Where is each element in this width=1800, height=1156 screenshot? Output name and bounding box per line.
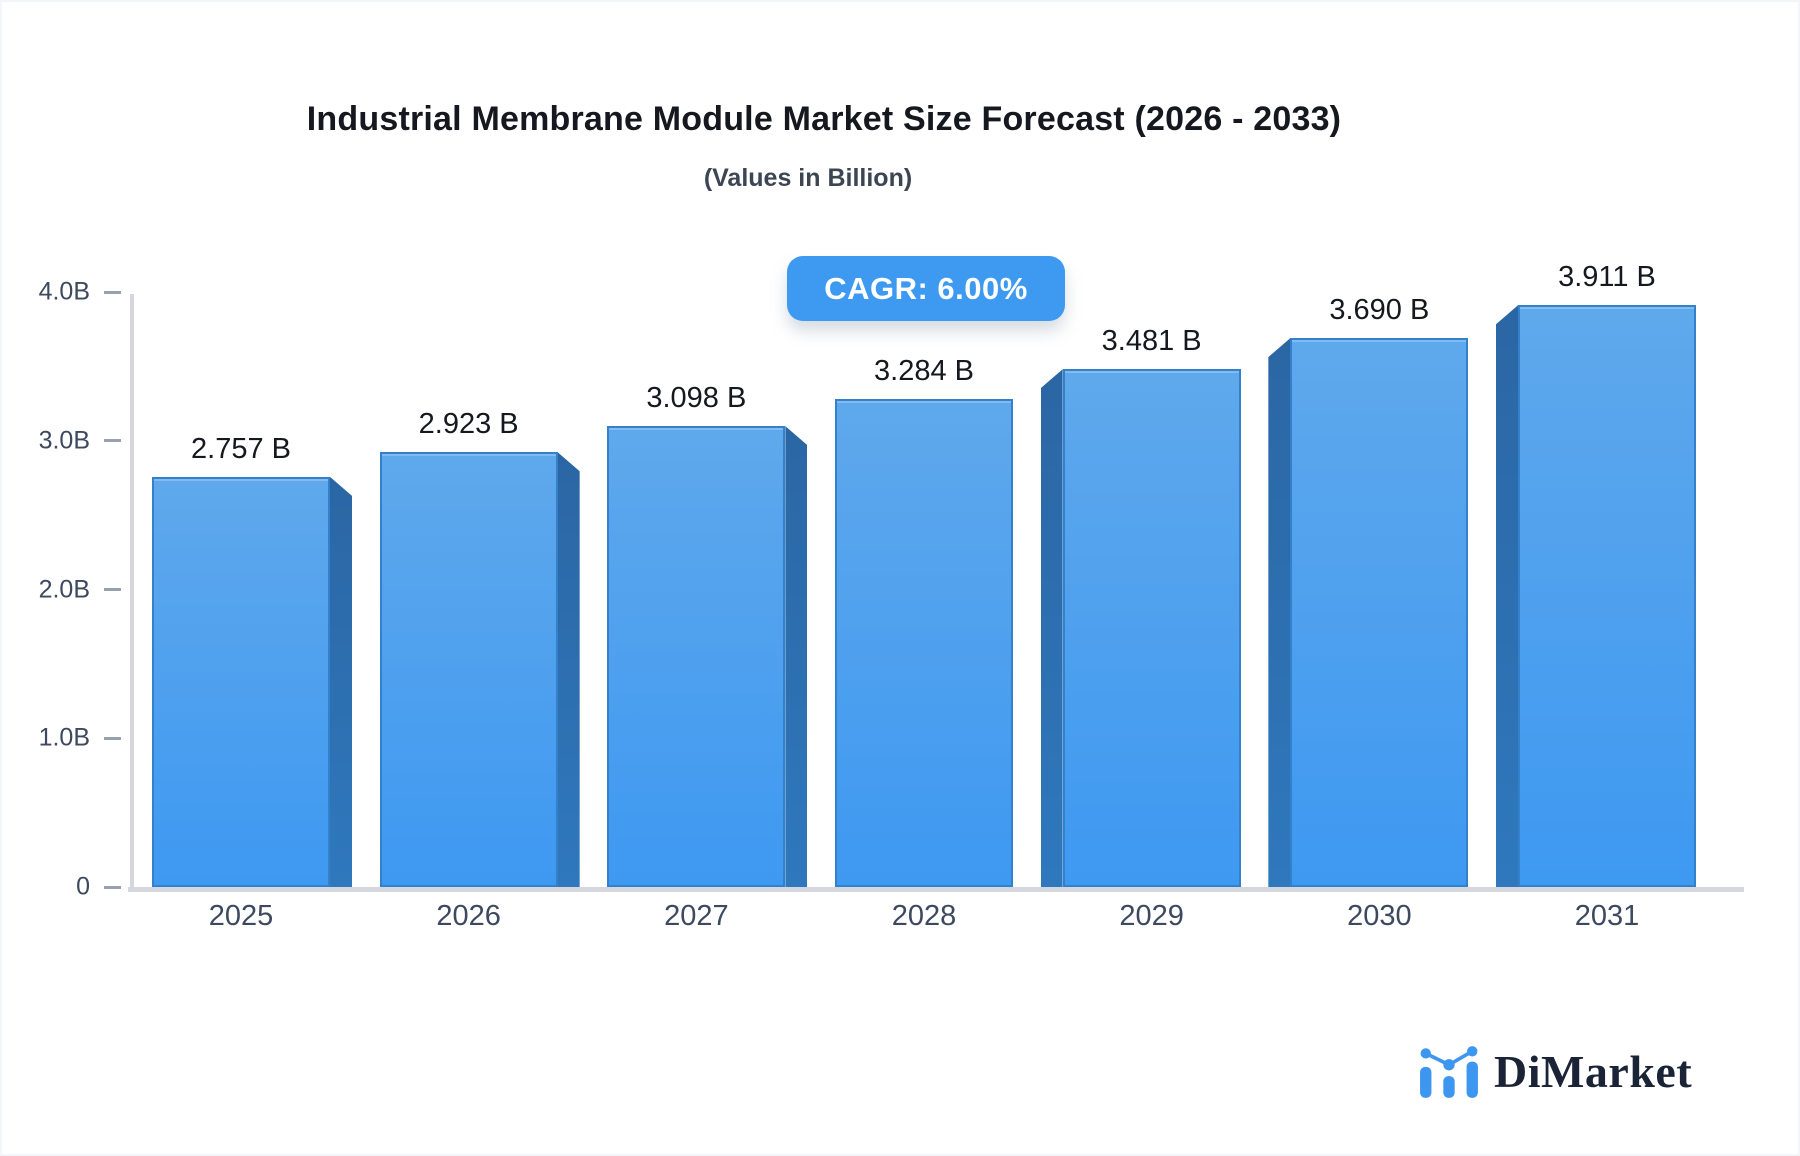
x-axis-baseline	[128, 887, 1744, 892]
bar-3d-side-2026	[557, 452, 580, 887]
y-tick-mark	[104, 439, 121, 443]
chart-subtitle: (Values in Billion)	[703, 164, 913, 192]
bar-value-label-2029: 3.481 B	[1101, 325, 1202, 358]
y-tick-label: 1.0B	[38, 723, 90, 752]
bar-3d-side-2031	[1496, 305, 1518, 887]
bar-3d-side-2029	[1040, 369, 1063, 887]
x-axis-label-2028: 2028	[891, 900, 957, 932]
bar-2025	[152, 476, 330, 887]
x-axis-label-2031: 2031	[1574, 900, 1640, 932]
bar-3d-side-2030	[1268, 338, 1291, 887]
bar-3d-side-2025	[330, 476, 352, 887]
bar-value-label-2027: 3.098 B	[646, 382, 747, 415]
bar-value-label-2026: 2.923 B	[418, 408, 519, 441]
y-tick-mark	[104, 885, 121, 889]
bar-3d-side-2027	[785, 426, 808, 887]
brand-logo: DiMarket	[1418, 1042, 1692, 1102]
bar-2026	[379, 452, 558, 887]
bar-2029	[1062, 369, 1241, 887]
y-tick-label: 2.0B	[38, 575, 90, 603]
y-tick-label: 3.0B	[38, 426, 90, 455]
bar-line-chart-logo-icon	[1420, 1046, 1478, 1098]
chart-title: Industrial Membrane Module Market Size F…	[306, 100, 1342, 138]
y-tick-label: 4.0B	[38, 277, 90, 306]
bar-2027	[607, 426, 786, 887]
y-tick-mark	[104, 736, 121, 740]
x-axis-label-2026: 2026	[436, 900, 501, 932]
x-axis-label-2030: 2030	[1347, 900, 1412, 932]
bar-value-label-2028: 3.284 B	[874, 354, 974, 387]
bar-2031	[1518, 305, 1696, 887]
bar-value-label-2030: 3.690 B	[1329, 294, 1430, 327]
bar-2028	[835, 398, 1013, 887]
x-axis-label-2029: 2029	[1119, 900, 1184, 932]
bar-2030	[1290, 338, 1469, 887]
y-tick-mark	[104, 588, 121, 591]
bar-value-label-2031: 3.911 B	[1558, 261, 1656, 294]
x-axis-label-2025: 2025	[208, 900, 274, 932]
brand-name: DiMarket	[1494, 1046, 1693, 1097]
y-tick-label: 0	[76, 872, 90, 901]
x-axis-label-2027: 2027	[664, 900, 729, 932]
y-tick-mark	[104, 290, 121, 294]
cagr-badge: CAGR: 6.00%	[787, 256, 1065, 321]
cagr-badge-label: CAGR: 6.00%	[824, 270, 1028, 306]
bar-value-label-2025: 2.757 B	[191, 432, 291, 465]
y-axis-line	[130, 294, 134, 891]
